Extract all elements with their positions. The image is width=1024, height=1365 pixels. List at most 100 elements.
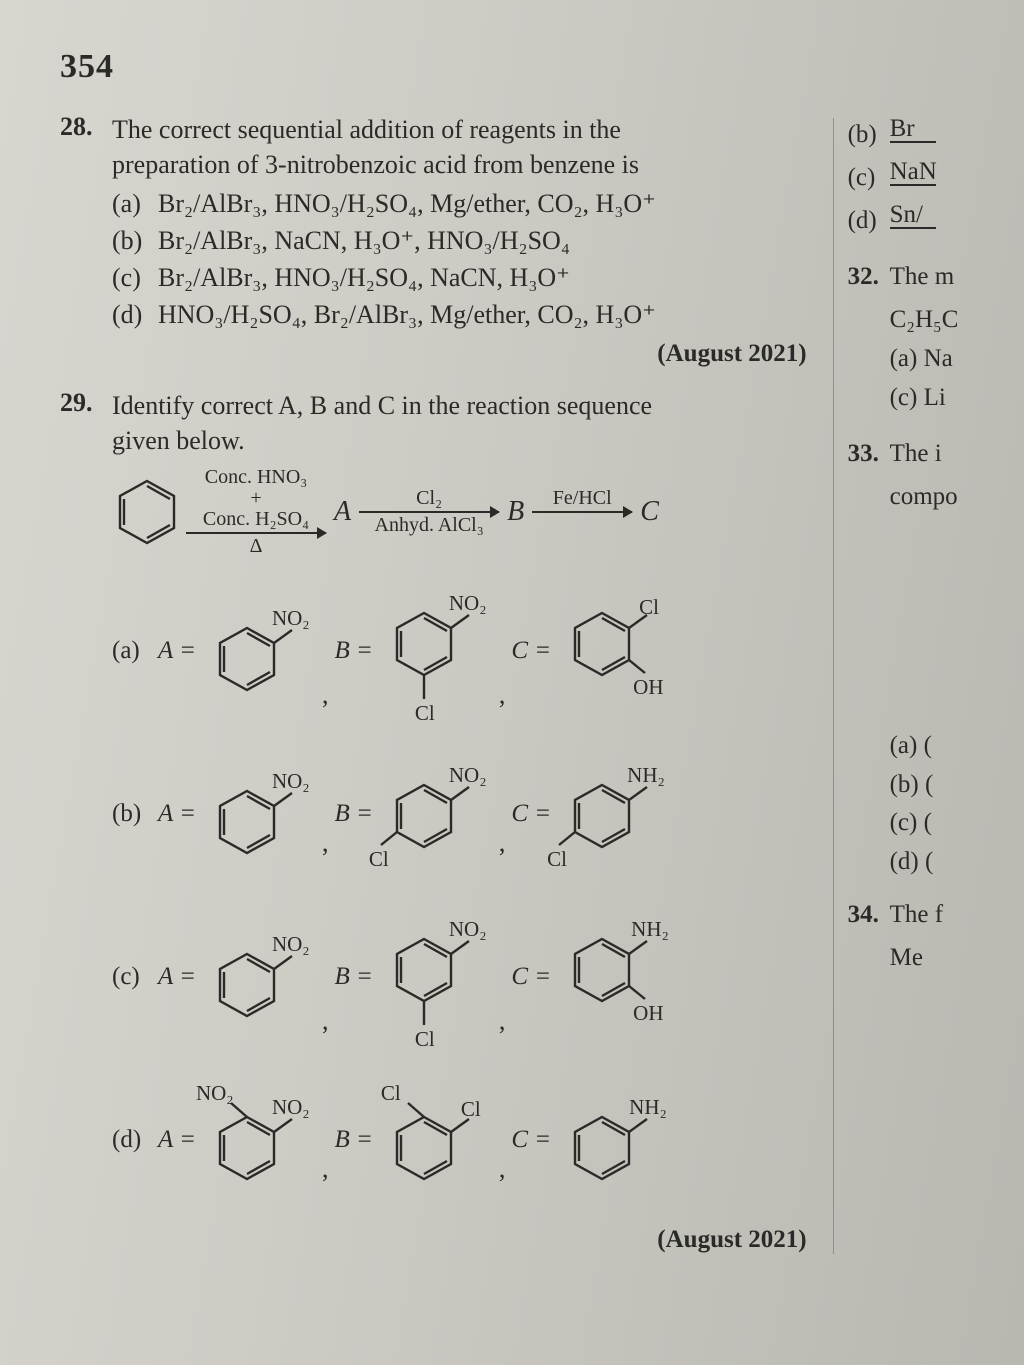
scheme-A: A	[334, 493, 351, 531]
r-q34-l2: Me	[890, 939, 1024, 978]
fraction-rule-icon	[890, 184, 936, 186]
sub-no2: NO₂	[272, 604, 310, 632]
structure-o-chloronitrobenzene: NO₂ Cl	[379, 749, 489, 879]
eq-A-label: A =	[158, 960, 196, 994]
r-q32-a: (a) Na	[890, 340, 1024, 379]
sub-no2: NO₂	[272, 1093, 310, 1121]
right-opt-c: (c) NaN	[848, 159, 1024, 198]
q29d-B: B = Cl Cl	[334, 1075, 488, 1205]
step2-top: Cl₂	[416, 488, 442, 509]
sub-cl: Cl	[547, 845, 567, 873]
comma: ,	[499, 825, 506, 878]
r-q32-c: (c) Li	[890, 379, 1024, 418]
eq-C-label: C =	[511, 960, 551, 994]
r-d-frac: Sn/	[890, 202, 936, 241]
r-q33-a: (a) (	[890, 727, 1024, 766]
step2-bot: Anhyd. AlCl₃	[375, 515, 484, 536]
eq-B-label: B =	[334, 1123, 372, 1157]
eq-C-label: C =	[511, 634, 551, 668]
comma: ,	[499, 1151, 506, 1204]
eq-B-label: B =	[334, 634, 372, 668]
sub-oh: OH	[633, 673, 663, 701]
columns: 28. The correct sequential addition of r…	[60, 112, 1024, 1274]
q28-opt-b-label: (b)	[112, 223, 158, 258]
r-c-top: NaN	[890, 159, 937, 184]
q28: 28. The correct sequential addition of r…	[60, 112, 815, 380]
structure-nitrobenzene: NO₂	[202, 586, 312, 716]
q28-date: (August 2021)	[112, 337, 807, 371]
step1-top: Conc. HNO₃	[205, 467, 308, 488]
right-q33: 33. The i	[848, 435, 1024, 474]
q29a-B: B = NO₂ Cl	[334, 571, 488, 731]
scheme-B: B	[507, 493, 524, 531]
structure-aniline: NH₂	[557, 1075, 667, 1205]
q29c-A: A = NO₂	[158, 912, 312, 1042]
sub-no2: NO₂	[196, 1079, 234, 1107]
q29b-A: A = NO₂	[158, 749, 312, 879]
q28-opt-d-text: HNO₃/H₂SO₄, Br₂/AlBr₃, Mg/ether, CO₂, H₃…	[158, 297, 656, 332]
fraction-rule-icon	[890, 141, 936, 143]
r-c-frac: NaN	[890, 159, 937, 198]
q29-stem-line2: given below.	[112, 423, 815, 458]
r-q33-num: 33.	[848, 435, 890, 474]
q29b-C: C = NH₂ Cl	[511, 749, 667, 879]
sub-no2: NO₂	[449, 589, 487, 617]
structure-dichlorobenzene: Cl Cl	[379, 1075, 489, 1205]
sub-nh2: NH₂	[629, 1093, 667, 1121]
q28-opt-b-text: Br₂/AlBr₃, NaCN, H₃O⁺, HNO₃/H₂SO₄	[158, 223, 570, 258]
q29-opt-c-label: (c)	[112, 960, 158, 994]
q28-opt-a: (a) Br₂/AlBr₃, HNO₃/H₂SO₄, Mg/ether, CO₂…	[112, 186, 815, 221]
structure-m-aminophenol: NH₂ OH	[557, 897, 667, 1057]
step3-top: Fe/HCl	[553, 488, 612, 509]
arrow-icon	[532, 511, 632, 513]
eq-B-label: B =	[334, 797, 372, 831]
q29c-B: B = NO₂ Cl	[334, 897, 488, 1057]
q29b-B: B = NO₂ Cl	[334, 749, 488, 879]
q29a-C: C = Cl OH	[511, 571, 667, 731]
q28-stem-line2: preparation of 3-nitrobenzoic acid from …	[112, 147, 815, 182]
eq-A-label: A =	[158, 1123, 196, 1157]
eq-C-label: C =	[511, 1123, 551, 1157]
comma: ,	[322, 1003, 329, 1056]
r-q32-l2: C₂H₅C	[890, 301, 1024, 340]
q28-opt-a-label: (a)	[112, 186, 158, 221]
fraction-rule-icon	[890, 227, 936, 229]
page: 354 28. The correct sequential addition …	[0, 0, 1024, 1365]
benzene-icon	[112, 475, 182, 549]
r-d-label: (d)	[848, 202, 890, 241]
q29-opt-b: (b) A = NO₂ ,	[112, 749, 815, 879]
right-opt-b: (b) Br	[848, 116, 1024, 155]
arrow-icon	[359, 511, 499, 513]
r-q33-b: (b) (	[890, 766, 1024, 805]
q29-opt-b-label: (b)	[112, 797, 158, 831]
right-column: (b) Br (c) NaN (d) Sn/	[834, 112, 1024, 1274]
comma: ,	[322, 1151, 329, 1204]
q29a-A: A = NO₂	[158, 586, 312, 716]
q29-opt-d: (d) A = NO₂ NO₂	[112, 1075, 815, 1205]
sub-cl: Cl	[369, 845, 389, 873]
q28-options: (a) Br₂/AlBr₃, HNO₃/H₂SO₄, Mg/ether, CO₂…	[112, 186, 815, 332]
sub-cl: Cl	[415, 699, 435, 727]
right-q34: 34. The f	[848, 896, 1024, 935]
comma: ,	[499, 677, 506, 730]
q29d-C: C = NH₂	[511, 1075, 667, 1205]
sub-oh: OH	[633, 999, 663, 1027]
eq-A-label: A =	[158, 797, 196, 831]
page-number: 354	[60, 48, 1024, 86]
r-c-label: (c)	[848, 159, 890, 198]
step1-bot: Δ	[250, 536, 263, 557]
q28-number: 28.	[60, 112, 112, 380]
right-q32: 32. The m	[848, 258, 1024, 297]
arrow-step3: Fe/HCl	[532, 488, 632, 536]
sub-cl: Cl	[381, 1079, 401, 1107]
r-b-label: (b)	[848, 116, 890, 155]
q29-opt-c: (c) A = NO₂ ,	[112, 897, 815, 1057]
r-q34-num: 34.	[848, 896, 890, 935]
step1-mid: Conc. H₂SO₄	[203, 509, 309, 530]
q29-body: Identify correct A, B and C in the react…	[112, 388, 815, 1266]
q28-opt-a-text: Br₂/AlBr₃, HNO₃/H₂SO₄, Mg/ether, CO₂, H₃…	[158, 186, 656, 221]
q29-opt-a-label: (a)	[112, 634, 158, 668]
structure-m-chlorophenol: Cl OH	[557, 571, 667, 731]
sub-no2: NO₂	[449, 761, 487, 789]
sub-no2: NO₂	[449, 915, 487, 943]
